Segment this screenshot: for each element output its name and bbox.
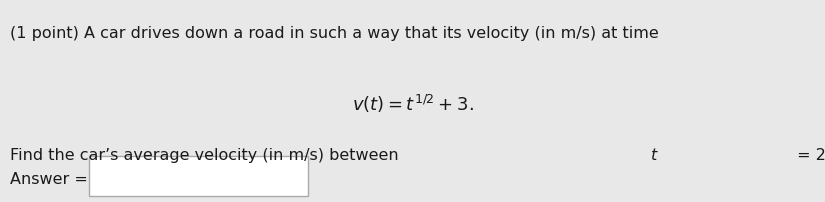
Text: t: t bbox=[651, 147, 658, 162]
Text: (1 point) A car drives down a road in such a way that its velocity (in m/s) at t: (1 point) A car drives down a road in su… bbox=[10, 26, 664, 41]
Text: Answer =: Answer = bbox=[10, 171, 87, 186]
Text: $v(t) = t^{1/2} + 3.$: $v(t) = t^{1/2} + 3.$ bbox=[351, 93, 474, 115]
Text: = 2 and: = 2 and bbox=[792, 147, 825, 162]
FancyBboxPatch shape bbox=[89, 157, 308, 196]
Text: Find the car’s average velocity (in m/s) between: Find the car’s average velocity (in m/s)… bbox=[10, 147, 403, 162]
